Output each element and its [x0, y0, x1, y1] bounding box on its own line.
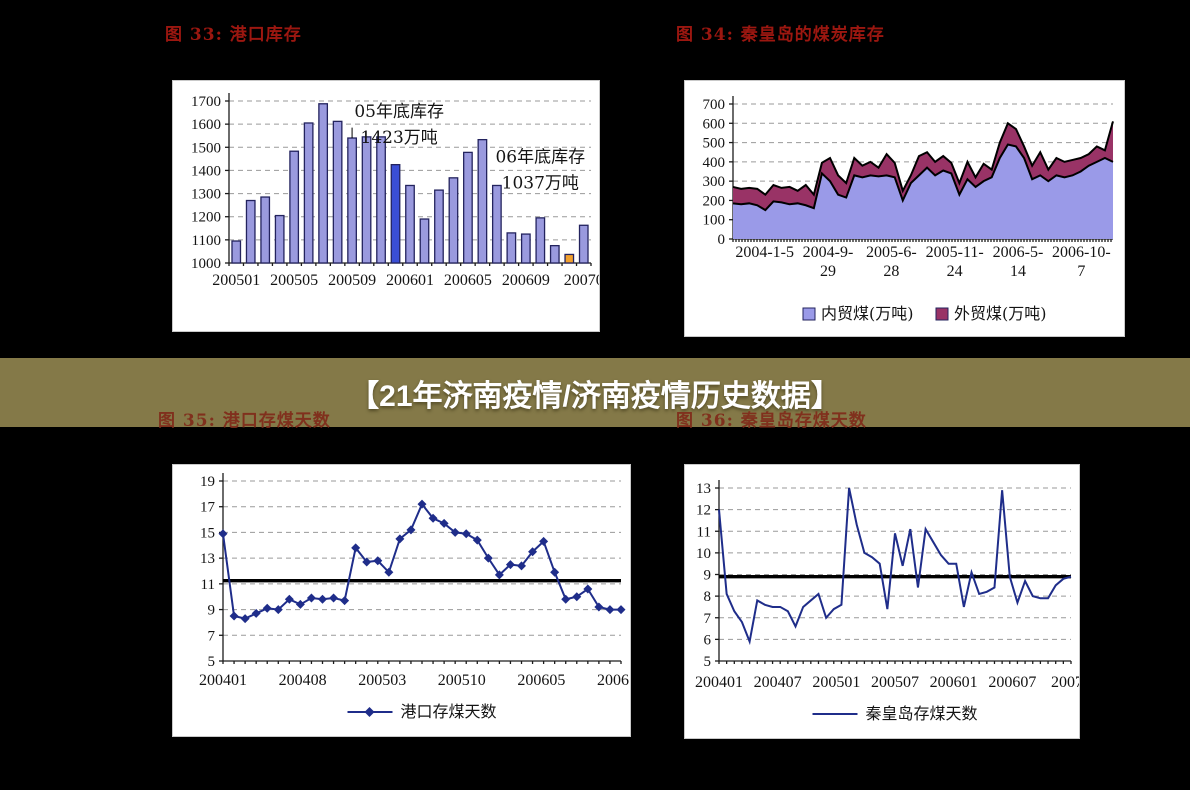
svg-text:2005-11-: 2005-11- — [926, 244, 984, 261]
svg-text:200509: 200509 — [328, 272, 376, 289]
figure-33-title: 图 33: 港口库存 — [165, 25, 302, 45]
svg-text:5: 5 — [704, 654, 712, 670]
svg-text:外贸煤(万吨): 外贸煤(万吨) — [954, 304, 1047, 323]
qinhuangdao-coal-days-line-chart: 5 6 7 8 9 10 11 12 13 200401 200407 200501 200507 200… — [695, 480, 1080, 723]
svg-text:200605: 200605 — [517, 672, 565, 689]
svg-text:29: 29 — [820, 263, 836, 280]
svg-text:100: 100 — [703, 213, 726, 229]
svg-text:2006-10-: 2006-10- — [1052, 244, 1111, 261]
svg-text:2004-9-: 2004-9- — [803, 244, 854, 261]
svg-text:2004-1-5: 2004-1-5 — [735, 244, 794, 261]
svg-text:8: 8 — [704, 589, 712, 605]
svg-text:200612: 200612 — [597, 672, 631, 689]
svg-text:700: 700 — [703, 97, 726, 113]
svg-text:7: 7 — [208, 628, 216, 644]
svg-text:600: 600 — [703, 116, 726, 132]
svg-text:20070: 20070 — [564, 272, 600, 289]
svg-text:200505: 200505 — [270, 272, 318, 289]
svg-text:200605: 200605 — [444, 272, 492, 289]
svg-text:200401: 200401 — [695, 674, 743, 691]
coal-stock-area-chart: 0 100 200 300 400 500 600 700 2004-1-5 2004-9- 29 2… — [703, 96, 1114, 323]
svg-text:2005-6-: 2005-6- — [866, 244, 917, 261]
svg-text:11: 11 — [697, 524, 711, 540]
svg-text:28: 28 — [883, 263, 899, 280]
svg-text:400: 400 — [703, 155, 726, 171]
svg-text:200601: 200601 — [930, 674, 978, 691]
svg-text:14: 14 — [1010, 263, 1026, 280]
svg-text:200401: 200401 — [199, 672, 247, 689]
svg-text:200609: 200609 — [502, 272, 550, 289]
svg-text:15: 15 — [200, 525, 215, 541]
svg-text:200510: 200510 — [438, 672, 486, 689]
svg-text:200501: 200501 — [812, 674, 860, 691]
svg-text:1100: 1100 — [192, 233, 221, 249]
svg-text:2006-5-: 2006-5- — [993, 244, 1044, 261]
svg-text:200: 200 — [703, 193, 726, 209]
svg-text:1200: 1200 — [191, 210, 221, 226]
svg-text:5: 5 — [208, 654, 216, 670]
svg-text:200407: 200407 — [754, 674, 802, 691]
svg-text:300: 300 — [703, 174, 726, 190]
svg-text:200503: 200503 — [358, 672, 406, 689]
svg-text:10: 10 — [696, 546, 711, 562]
svg-text:1700: 1700 — [191, 94, 221, 110]
svg-text:13: 13 — [696, 481, 711, 497]
svg-text:1500: 1500 — [191, 140, 221, 156]
svg-text:1400: 1400 — [191, 163, 221, 179]
svg-text:13: 13 — [200, 551, 215, 567]
svg-text:200607: 200607 — [988, 674, 1036, 691]
svg-text:0: 0 — [718, 232, 726, 248]
svg-text:05年底库存: 05年底库存 — [354, 102, 444, 122]
svg-text:500: 500 — [703, 136, 726, 152]
svg-text:12: 12 — [696, 503, 711, 519]
svg-text:24: 24 — [947, 263, 963, 280]
svg-text:9: 9 — [208, 603, 216, 619]
svg-text:20070: 20070 — [1051, 674, 1080, 691]
port-coal-days-line-chart: 5 7 9 11 13 15 17 19 200401 200408 200503 200510 200… — [199, 473, 631, 721]
qinhuangdao-coal-days-chart-panel: 5 6 7 8 9 10 11 12 13 200401 200407 200501 200507 200… — [684, 464, 1080, 739]
port-inventory-chart-panel: 1000 1100 1200 1300 1400 1500 1600 1700 200501 20… — [172, 80, 600, 332]
overlay-banner: 【21年济南疫情/济南疫情历史数据】 — [0, 358, 1190, 427]
banner-title: 【21年济南疫情/济南疫情历史数据】 — [349, 379, 841, 413]
svg-text:7: 7 — [1077, 263, 1085, 280]
svg-text:1600: 1600 — [191, 117, 221, 133]
figure-34-title: 图 34: 秦皇岛的煤炭库存 — [676, 25, 885, 45]
qinhuangdao-coal-stock-chart-panel: 0 100 200 300 400 500 600 700 2004-1-5 2004-9- 29 2… — [684, 80, 1125, 337]
svg-text:6: 6 — [704, 632, 712, 648]
svg-text:06年底库存: 06年底库存 — [495, 148, 585, 168]
svg-text:秦皇岛存煤天数: 秦皇岛存煤天数 — [866, 704, 978, 723]
svg-text:19: 19 — [200, 474, 215, 490]
svg-text:7: 7 — [704, 611, 712, 627]
svg-text:1423万吨: 1423万吨 — [361, 128, 438, 148]
figure-36-title: 图 36: 秦皇岛存煤天数 — [676, 411, 867, 431]
svg-text:200408: 200408 — [279, 672, 327, 689]
svg-text:内贸煤(万吨): 内贸煤(万吨) — [821, 304, 914, 323]
svg-text:1300: 1300 — [191, 187, 221, 203]
svg-text:9: 9 — [704, 568, 712, 584]
svg-text:200501: 200501 — [212, 272, 260, 289]
figure-35-title: 图 35: 港口存煤天数 — [158, 411, 331, 431]
port-coal-days-chart-panel: 5 7 9 11 13 15 17 19 200401 200408 200503 200510 200… — [172, 464, 631, 737]
svg-text:200507: 200507 — [871, 674, 919, 691]
svg-text:港口存煤天数: 港口存煤天数 — [401, 702, 497, 721]
port-inventory-bar-chart: 1000 1100 1200 1300 1400 1500 1600 1700 200501 20… — [191, 93, 600, 289]
svg-text:200601: 200601 — [386, 272, 434, 289]
svg-text:17: 17 — [200, 500, 216, 516]
svg-text:1000: 1000 — [191, 256, 221, 272]
svg-text:11: 11 — [201, 577, 215, 593]
svg-text:1037万吨: 1037万吨 — [502, 174, 579, 194]
